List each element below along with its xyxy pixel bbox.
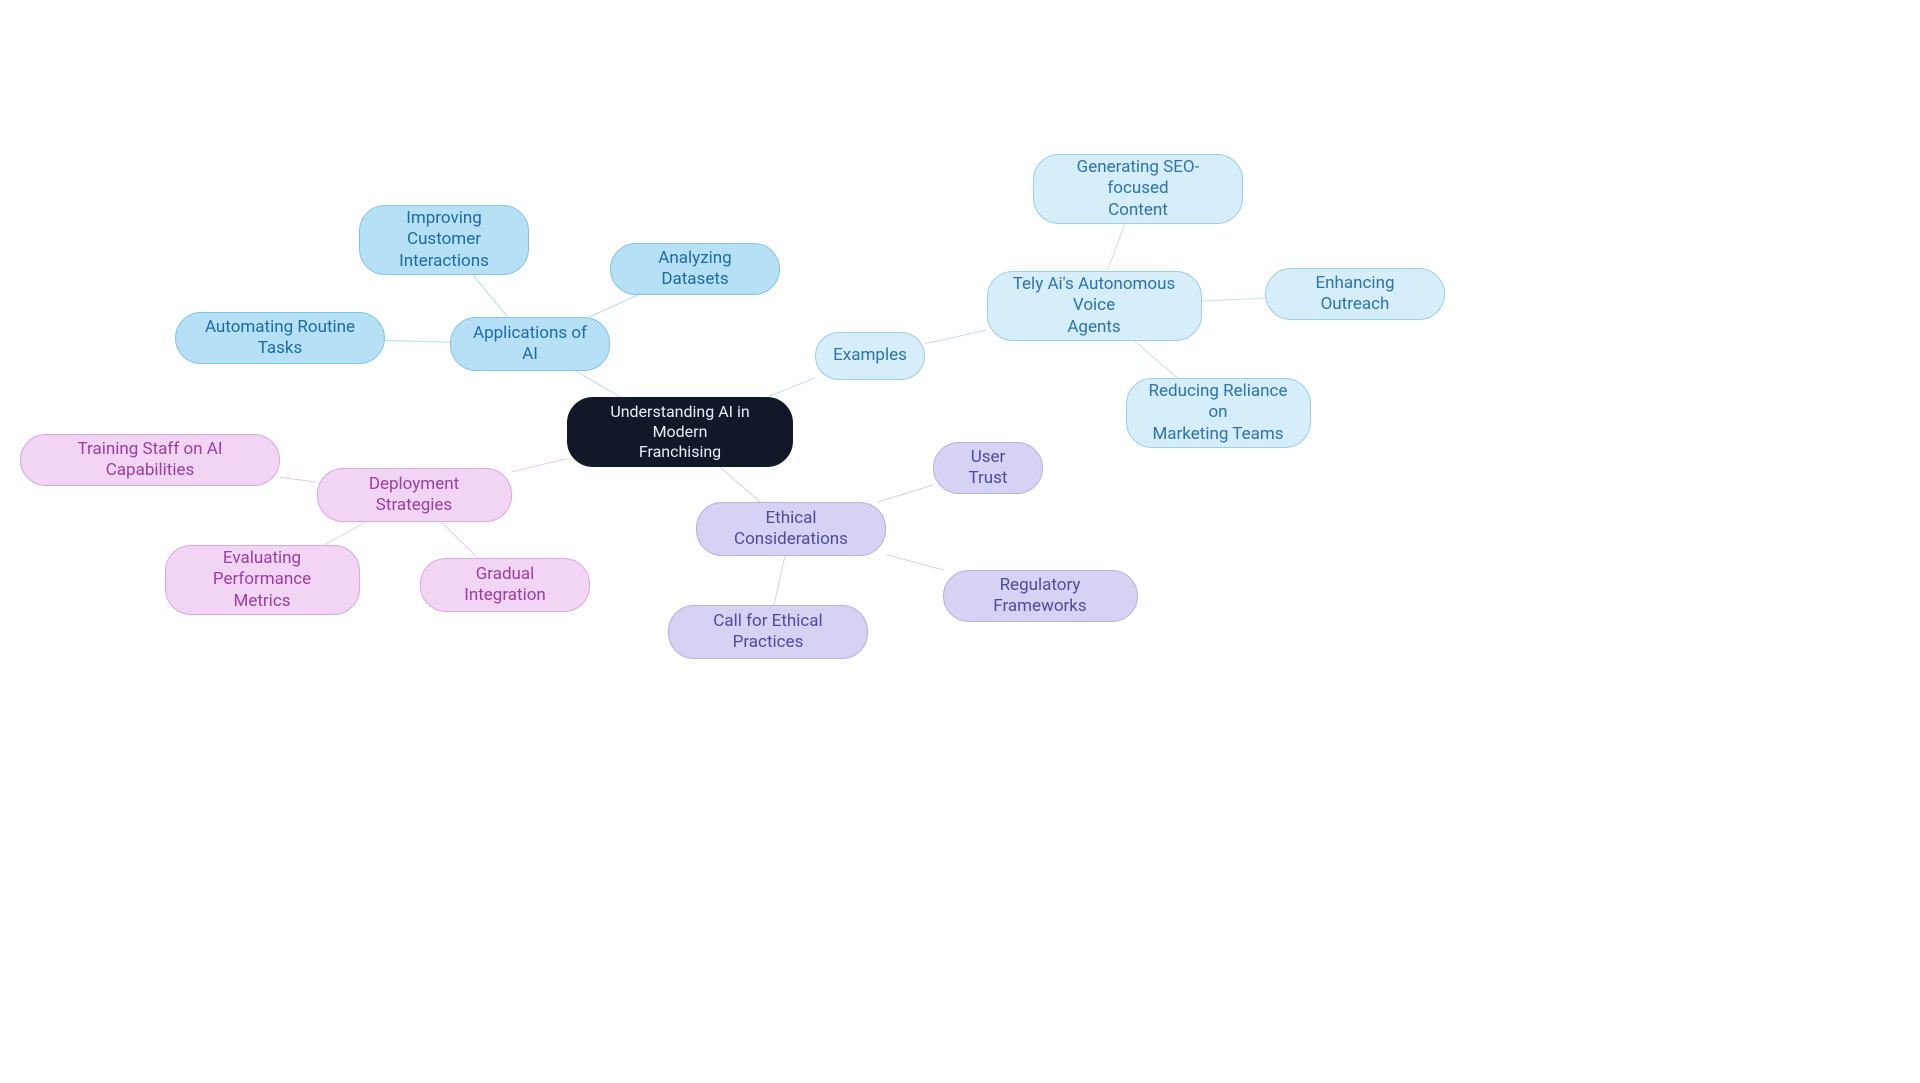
edge (1202, 298, 1266, 301)
node-apps_auto: Automating Routine Tasks (175, 312, 385, 364)
edge (720, 467, 760, 502)
node-apps_analyze: Analyzing Datasets (610, 243, 780, 295)
node-tely_out: Enhancing Outreach (1265, 268, 1445, 320)
node-label: Gradual Integration (441, 564, 569, 607)
edge (576, 371, 620, 397)
node-label: Tely Ai's Autonomous Voice Agents (1008, 274, 1181, 338)
node-label: Reducing Reliance on Marketing Teams (1147, 381, 1290, 445)
node-label: Deployment Strategies (338, 474, 491, 517)
node-label: Automating Routine Tasks (196, 317, 364, 360)
node-label: Examples (833, 345, 907, 366)
node-dep_eval: Evaluating Performance Metrics (165, 545, 360, 615)
node-apps: Applications of AI (450, 317, 610, 371)
node-label: Applications of AI (471, 323, 589, 366)
node-label: Enhancing Outreach (1286, 273, 1424, 316)
node-label: Regulatory Frameworks (964, 575, 1117, 618)
edge (512, 459, 568, 472)
node-ethics: Ethical Considerations (696, 502, 886, 556)
edge (385, 341, 450, 343)
node-tely_seo: Generating SEO-focused Content (1033, 154, 1243, 224)
node-tely: Tely Ai's Autonomous Voice Agents (987, 271, 1202, 341)
node-dep_train: Training Staff on AI Capabilities (20, 434, 280, 486)
node-label: Understanding AI in Modern Franchising (588, 402, 772, 462)
edge (280, 477, 317, 482)
node-examples: Examples (815, 332, 925, 380)
node-label: Generating SEO-focused Content (1054, 157, 1222, 221)
node-eth_trust: User Trust (933, 442, 1043, 494)
node-label: Analyzing Datasets (631, 248, 759, 291)
edge (589, 295, 637, 317)
node-eth_reg: Regulatory Frameworks (943, 570, 1138, 622)
edges-layer (0, 0, 1920, 1083)
edge (473, 275, 508, 317)
node-label: Training Staff on AI Capabilities (41, 439, 259, 482)
edge (1107, 224, 1125, 271)
node-label: Evaluating Performance Metrics (186, 548, 339, 612)
mindmap-canvas: Understanding AI in Modern Franchising Ap… (0, 0, 1920, 1083)
edge (774, 556, 785, 605)
node-label: Call for Ethical Practices (689, 611, 847, 654)
node-tely_mkt: Reducing Reliance on Marketing Teams (1126, 378, 1311, 448)
node-dep_grad: Gradual Integration (420, 558, 590, 612)
node-label: Ethical Considerations (717, 508, 865, 551)
node-root: Understanding AI in Modern Franchising (567, 397, 793, 467)
edge (1135, 341, 1178, 378)
node-eth_call: Call for Ethical Practices (668, 605, 868, 659)
edge (325, 522, 366, 545)
edge (768, 378, 816, 397)
node-label: User Trust (954, 447, 1022, 490)
edge (886, 555, 943, 570)
node-deploy: Deployment Strategies (317, 468, 512, 522)
edge (441, 522, 477, 558)
node-apps_improve: Improving Customer Interactions (359, 205, 529, 275)
node-label: Improving Customer Interactions (380, 208, 508, 272)
edge (878, 485, 933, 502)
edge (925, 330, 987, 344)
